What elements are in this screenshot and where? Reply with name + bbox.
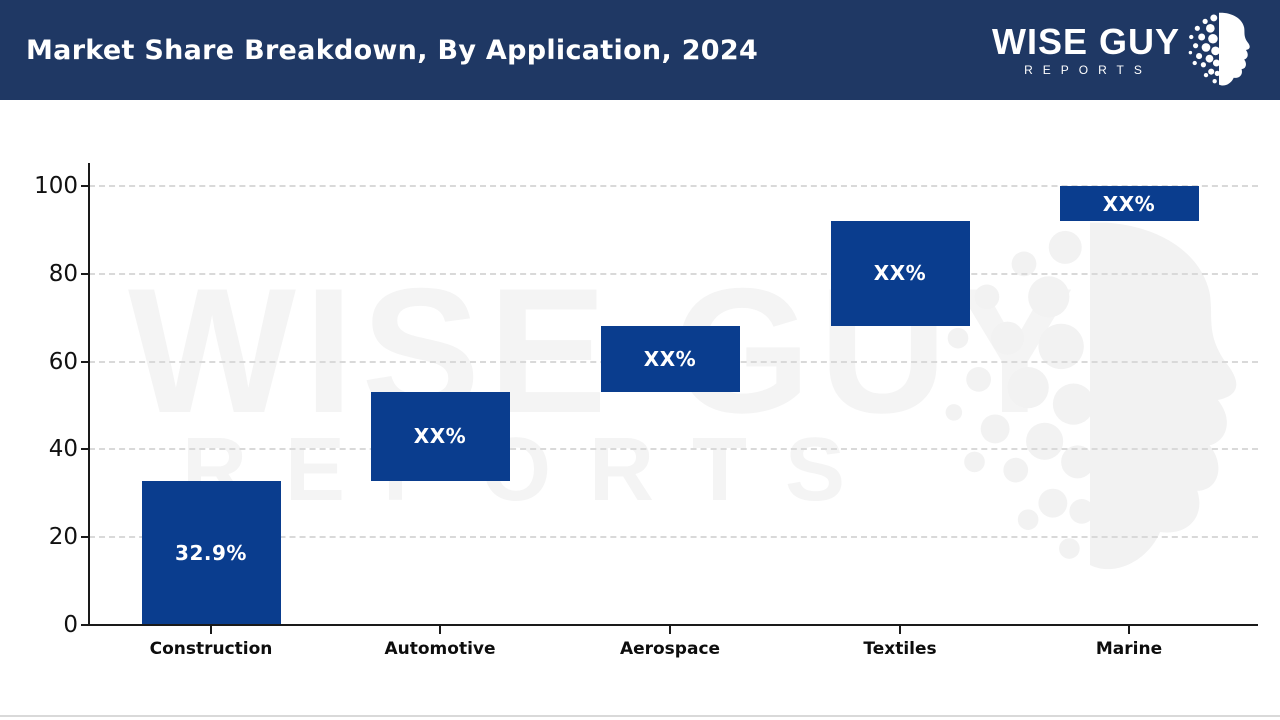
y-axis-tick-label: 80	[48, 260, 78, 287]
bar-marine: XX%	[1059, 186, 1199, 222]
y-tick-mark	[81, 272, 89, 275]
x-tick-mark	[439, 626, 441, 634]
y-tick-mark	[81, 536, 89, 539]
y-axis-tick-label: 0	[63, 612, 78, 638]
bar-textiles: XX%	[830, 221, 970, 326]
y-tick-mark	[81, 360, 89, 363]
x-axis-label-construction: Construction	[149, 639, 273, 659]
y-axis-line	[88, 163, 90, 626]
bar-value-label: XX%	[873, 261, 927, 286]
bar-automotive: XX%	[370, 392, 510, 481]
x-tick-mark	[899, 626, 901, 634]
y-tick-mark	[81, 448, 89, 451]
bar-value-label: XX%	[1102, 191, 1156, 216]
gridline-20	[89, 536, 1258, 539]
x-tick-mark	[210, 626, 212, 634]
x-axis-line	[88, 624, 1258, 626]
x-tick-mark	[1128, 626, 1130, 634]
wiseguy-logo: WISE GUY REPORTS	[992, 11, 1254, 89]
gridline-40	[89, 448, 1258, 451]
page-title: Market Share Breakdown, By Application, …	[26, 34, 759, 66]
x-tick-mark	[669, 626, 671, 634]
bar-aerospace: XX%	[600, 325, 740, 393]
bar-value-label: XX%	[643, 346, 697, 371]
y-axis-tick-label: 20	[48, 524, 78, 551]
footer-divider	[0, 715, 1280, 717]
logo-subtitle: REPORTS	[1024, 62, 1152, 77]
bar-construction: 32.9%	[141, 480, 281, 625]
y-axis-tick-label: 100	[34, 173, 78, 199]
y-tick-mark	[81, 624, 89, 626]
header-bar: Market Share Breakdown, By Application, …	[0, 0, 1280, 100]
gridline-80	[89, 272, 1258, 275]
x-axis-label-textiles: Textiles	[863, 639, 937, 659]
x-axis-label-automotive: Automotive	[384, 639, 496, 659]
y-axis-tick-label: 60	[48, 348, 78, 375]
x-axis-label-marine: Marine	[1095, 639, 1163, 659]
x-axis-label-aerospace: Aerospace	[619, 639, 721, 659]
gridline-100	[89, 185, 1258, 187]
y-tick-mark	[81, 185, 89, 187]
y-axis-tick-label: 40	[48, 436, 78, 463]
logo-wordmark: WISE GUY	[991, 20, 1180, 62]
wiseguy-face-icon	[1188, 12, 1250, 86]
bar-value-label: 32.9%	[175, 540, 247, 565]
bar-value-label: XX%	[413, 424, 467, 449]
